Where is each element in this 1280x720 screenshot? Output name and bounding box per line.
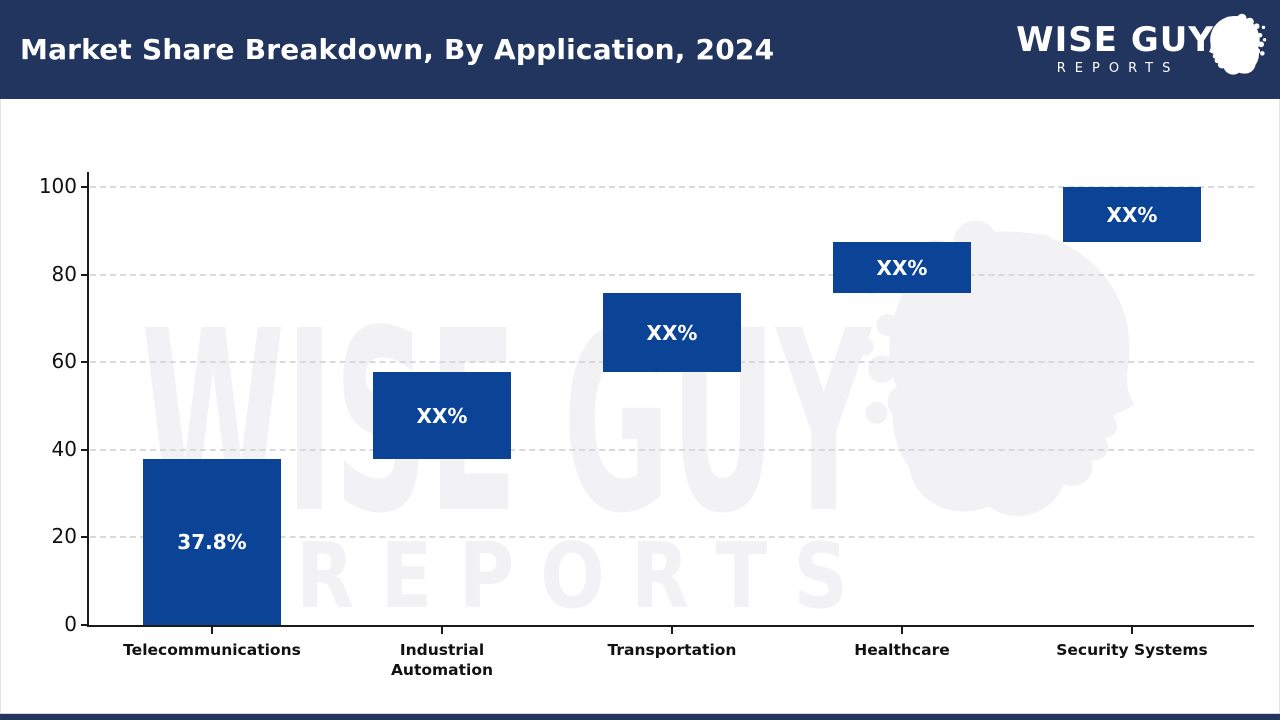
face-profile-dots-icon <box>1209 13 1267 75</box>
y-tick-40 <box>81 448 89 451</box>
y-tick-label-40: 40 <box>51 436 77 461</box>
y-tick-label-20: 20 <box>51 524 77 549</box>
chart-title: Market Share Breakdown, By Application, … <box>20 33 775 66</box>
brand-logo: WISE GUY REPORTS <box>1016 10 1280 90</box>
bar-value-label: 37.8% <box>177 530 247 555</box>
footer-bar <box>0 713 1280 720</box>
x-tick-4 <box>1131 627 1133 634</box>
y-tick-label-80: 80 <box>51 261 77 286</box>
gridline-80 <box>90 273 1254 276</box>
bar-security-systems: XX% <box>1063 187 1201 243</box>
bar-industrial-automation: XX% <box>373 371 511 460</box>
gridline-20 <box>90 536 1254 539</box>
bar-transportation: XX% <box>603 293 741 372</box>
brand-subname: REPORTS <box>1056 60 1180 76</box>
y-tick-label-0: 0 <box>64 612 77 636</box>
y-tick-60 <box>81 361 89 364</box>
category-label-4: Security Systems <box>1056 641 1208 659</box>
gridline-40 <box>90 448 1254 451</box>
chart-area: WISE GUY R E P O R T S 0 20 40 60 80 100 37.8%… <box>0 99 1280 713</box>
category-label-2: Transportation <box>607 641 737 659</box>
category-label-3: Healthcare <box>854 641 950 659</box>
category-label-0: Telecommunications <box>123 641 301 659</box>
bar-value-label: XX% <box>1106 202 1158 227</box>
brand-logo-text: WISE GUY REPORTS <box>1016 20 1214 76</box>
y-tick-100 <box>81 186 89 188</box>
y-tick-80 <box>81 273 89 276</box>
y-tick-0 <box>81 624 89 626</box>
brand-name: WISE GUY <box>1016 20 1214 61</box>
x-tick-2 <box>671 627 673 634</box>
x-tick-3 <box>901 627 903 634</box>
gridline-100 <box>90 186 1254 188</box>
header-bar: Market Share Breakdown, By Application, … <box>0 0 1280 99</box>
x-axis <box>87 625 1254 627</box>
bar-telecommunications: 37.8% <box>143 459 281 625</box>
y-tick-20 <box>81 536 89 539</box>
watermark-line2: R E P O R T S <box>296 524 848 629</box>
category-label-1: Industrial Automation <box>390 641 494 680</box>
bar-value-label: XX% <box>646 320 698 345</box>
bar-healthcare: XX% <box>833 242 971 294</box>
bar-value-label: XX% <box>416 403 468 428</box>
bar-value-label: XX% <box>876 255 928 280</box>
x-tick-0 <box>211 627 213 634</box>
y-tick-label-100: 100 <box>38 174 77 198</box>
x-tick-1 <box>441 627 443 634</box>
y-axis <box>87 172 89 627</box>
y-tick-label-60: 60 <box>51 349 77 374</box>
